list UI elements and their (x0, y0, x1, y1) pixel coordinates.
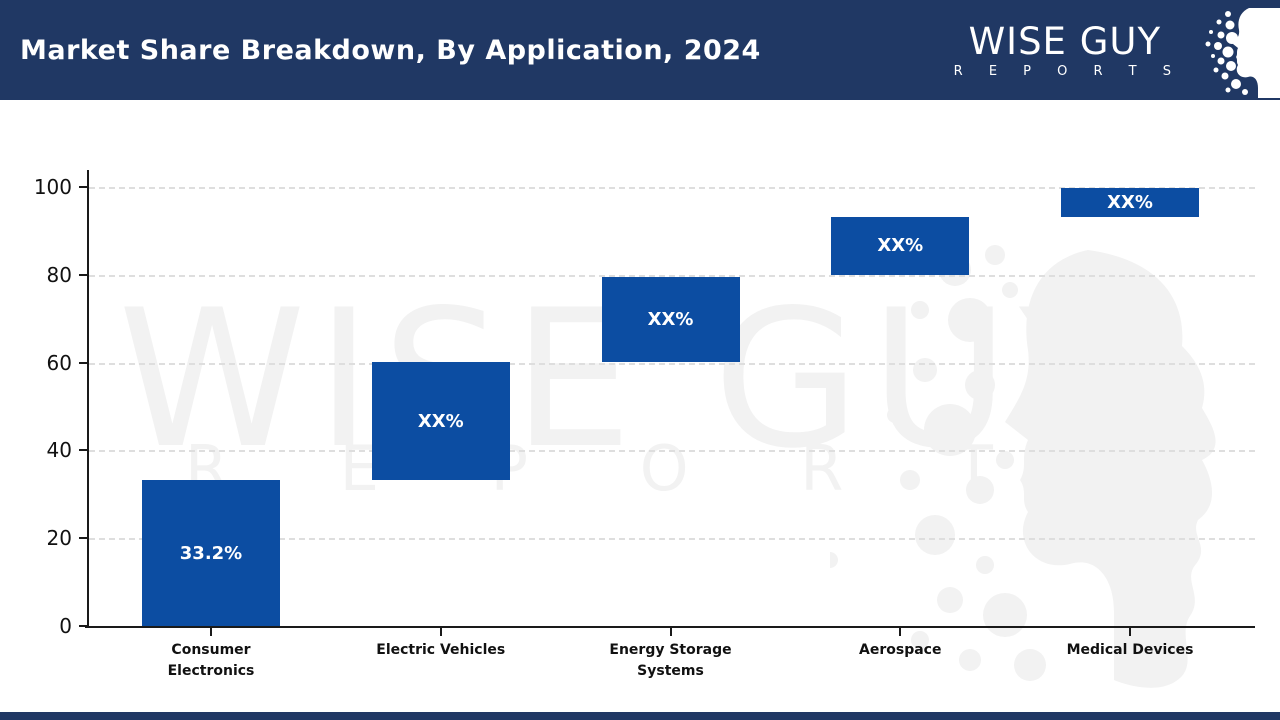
logo-text: WISE GUY R E P O R T S (948, 23, 1182, 78)
logo-face-icon (1205, 8, 1280, 98)
gridline-y-60 (89, 362, 1255, 365)
y-tick-label: 100 (33, 175, 72, 199)
y-axis-tick (79, 449, 87, 452)
y-axis-tick (79, 625, 87, 627)
category-label: Energy Storage Systems (609, 642, 732, 679)
y-axis-tick (79, 273, 87, 276)
bar-segment: 33.2% (142, 480, 280, 626)
chart-area: WISE GUY R E P O R T S 0 20 40 60 80 100 33.2%… (0, 100, 1280, 712)
bar-segment: XX% (371, 362, 510, 481)
y-tick-label: 80 (46, 262, 72, 287)
y-axis-tick (79, 186, 87, 188)
bar-value-label: XX% (1107, 191, 1153, 213)
bar-value-label: 33.2% (179, 542, 243, 564)
x-axis-tick (669, 628, 672, 636)
category-label: Aerospace (859, 642, 942, 658)
y-axis-line (87, 170, 89, 628)
x-axis-tick (210, 628, 212, 636)
bar-segment: XX% (1061, 187, 1199, 217)
header-banner: Market Share Breakdown, By Application, … (0, 0, 1280, 100)
y-axis-tick (79, 361, 87, 364)
y-tick-label: 40 (46, 438, 72, 463)
category-label: Medical Devices (1066, 642, 1194, 658)
y-tick-label: 0 (59, 614, 72, 638)
y-axis-tick (79, 537, 87, 540)
page-title: Market Share Breakdown, By Application, … (20, 34, 761, 66)
gridline-y-100 (89, 187, 1255, 189)
gridline-y-40 (89, 450, 1255, 453)
gridline-y-20 (89, 538, 1255, 541)
watermark-face-icon (830, 245, 1216, 688)
category-label: Consumer Electronics (167, 642, 255, 679)
logo-subtitle: R E P O R T S (953, 63, 1182, 79)
gridline-y-80 (89, 274, 1255, 277)
x-axis-tick (1129, 628, 1131, 636)
bar-segment: XX% (601, 276, 740, 363)
category-label: Electric Vehicles (376, 642, 506, 658)
y-tick-label: 20 (46, 526, 72, 551)
logo-wordmark: WISE GUY (968, 19, 1162, 63)
y-tick-label: 60 (46, 350, 72, 375)
bar-value-label: XX% (647, 308, 694, 330)
wise-guy-logo: WISE GUY R E P O R T S (948, 0, 1280, 100)
x-axis-line (85, 626, 1255, 628)
x-axis-tick (439, 628, 442, 636)
bar-value-label: XX% (877, 235, 924, 257)
footer-bar (0, 712, 1280, 720)
bar-value-label: XX% (417, 410, 464, 432)
bar-segment: XX% (831, 216, 970, 275)
x-axis-tick (899, 628, 902, 636)
